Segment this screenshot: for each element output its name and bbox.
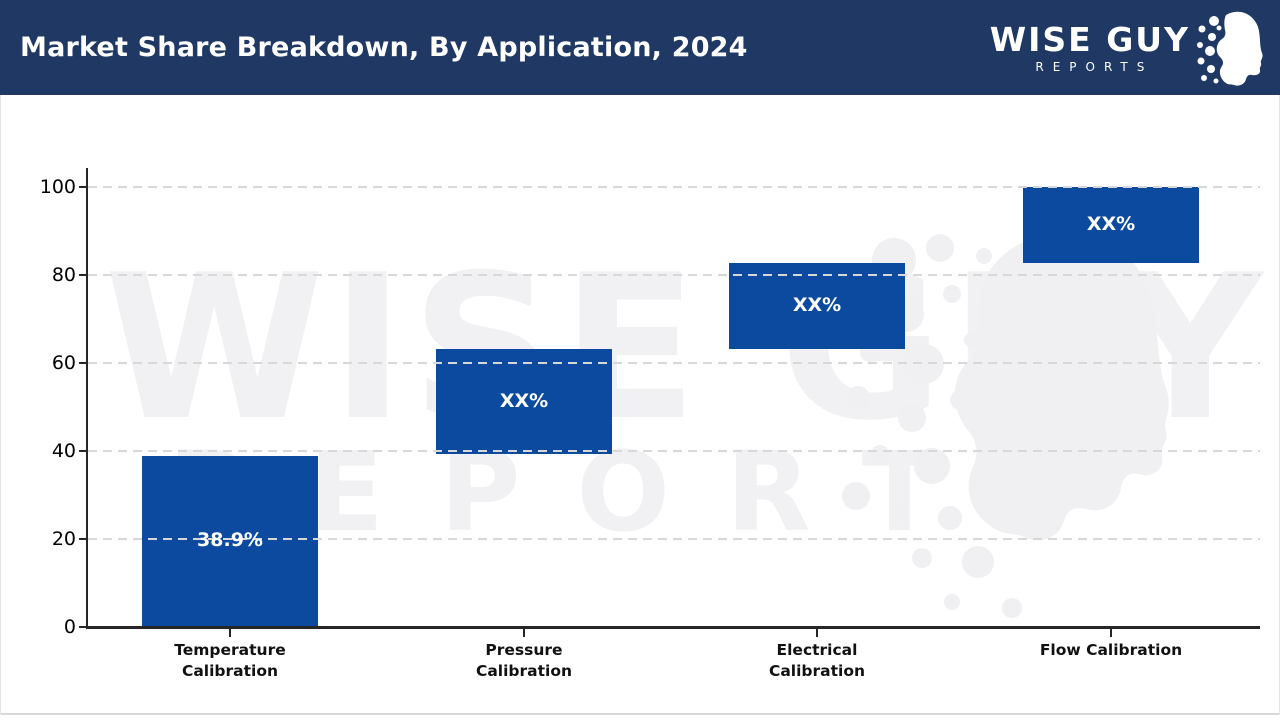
gridline-60 xyxy=(88,362,1260,364)
y-tick-label-40: 40 xyxy=(51,440,76,462)
wiseguy-logo: WISE GUY REPORTS xyxy=(990,7,1280,89)
y-tick-label-60: 60 xyxy=(51,352,76,374)
logo-subtitle: REPORTS xyxy=(1035,59,1154,74)
category-label: Temperature Calibration xyxy=(174,641,286,680)
gridline-100 xyxy=(88,186,1260,188)
bar-1 xyxy=(142,455,318,627)
bar-value-label: XX% xyxy=(792,294,842,317)
x-tick-4 xyxy=(1110,629,1112,637)
y-tick-60 xyxy=(79,362,86,364)
y-tick-label-100: 100 xyxy=(39,176,76,198)
y-axis-line xyxy=(86,168,88,629)
logo-text: WISE GUY REPORTS xyxy=(990,23,1190,73)
y-tick-80 xyxy=(79,274,86,276)
bar-value-label: XX% xyxy=(499,389,549,412)
x-tick-2 xyxy=(523,629,525,637)
gridline-40 xyxy=(88,450,1260,452)
x-tick-3 xyxy=(816,629,818,637)
y-tick-0 xyxy=(79,626,86,628)
left-edge-divider xyxy=(0,95,1,715)
category-label: Pressure Calibration xyxy=(475,641,573,680)
bar-value-label: 38.9% xyxy=(197,529,263,552)
y-tick-20 xyxy=(79,538,86,540)
y-tick-label-20: 20 xyxy=(51,528,76,550)
bar-value-label: XX% xyxy=(1086,213,1136,236)
y-tick-100 xyxy=(79,186,86,188)
bottom-divider xyxy=(0,713,1280,715)
chart-title: Market Share Breakdown, By Application, … xyxy=(20,32,748,63)
y-tick-label-0: 0 xyxy=(63,616,76,638)
logo-face-icon xyxy=(1197,11,1263,86)
logo-wordmark: WISE GUY xyxy=(989,19,1190,59)
category-label: Flow Calibration xyxy=(1039,641,1183,659)
y-tick-label-80: 80 xyxy=(51,264,76,286)
x-tick-1 xyxy=(229,629,231,637)
watermark-wordmark: WISE GUY xyxy=(104,232,1269,465)
gridline-20 xyxy=(88,538,1260,540)
gridline-80 xyxy=(88,274,1260,276)
bar-2 xyxy=(436,348,612,455)
x-axis-line xyxy=(86,626,1260,629)
header-band: Market Share Breakdown, By Application, … xyxy=(0,0,1280,95)
category-label: Electrical Calibration xyxy=(768,641,866,680)
y-tick-40 xyxy=(79,450,86,452)
